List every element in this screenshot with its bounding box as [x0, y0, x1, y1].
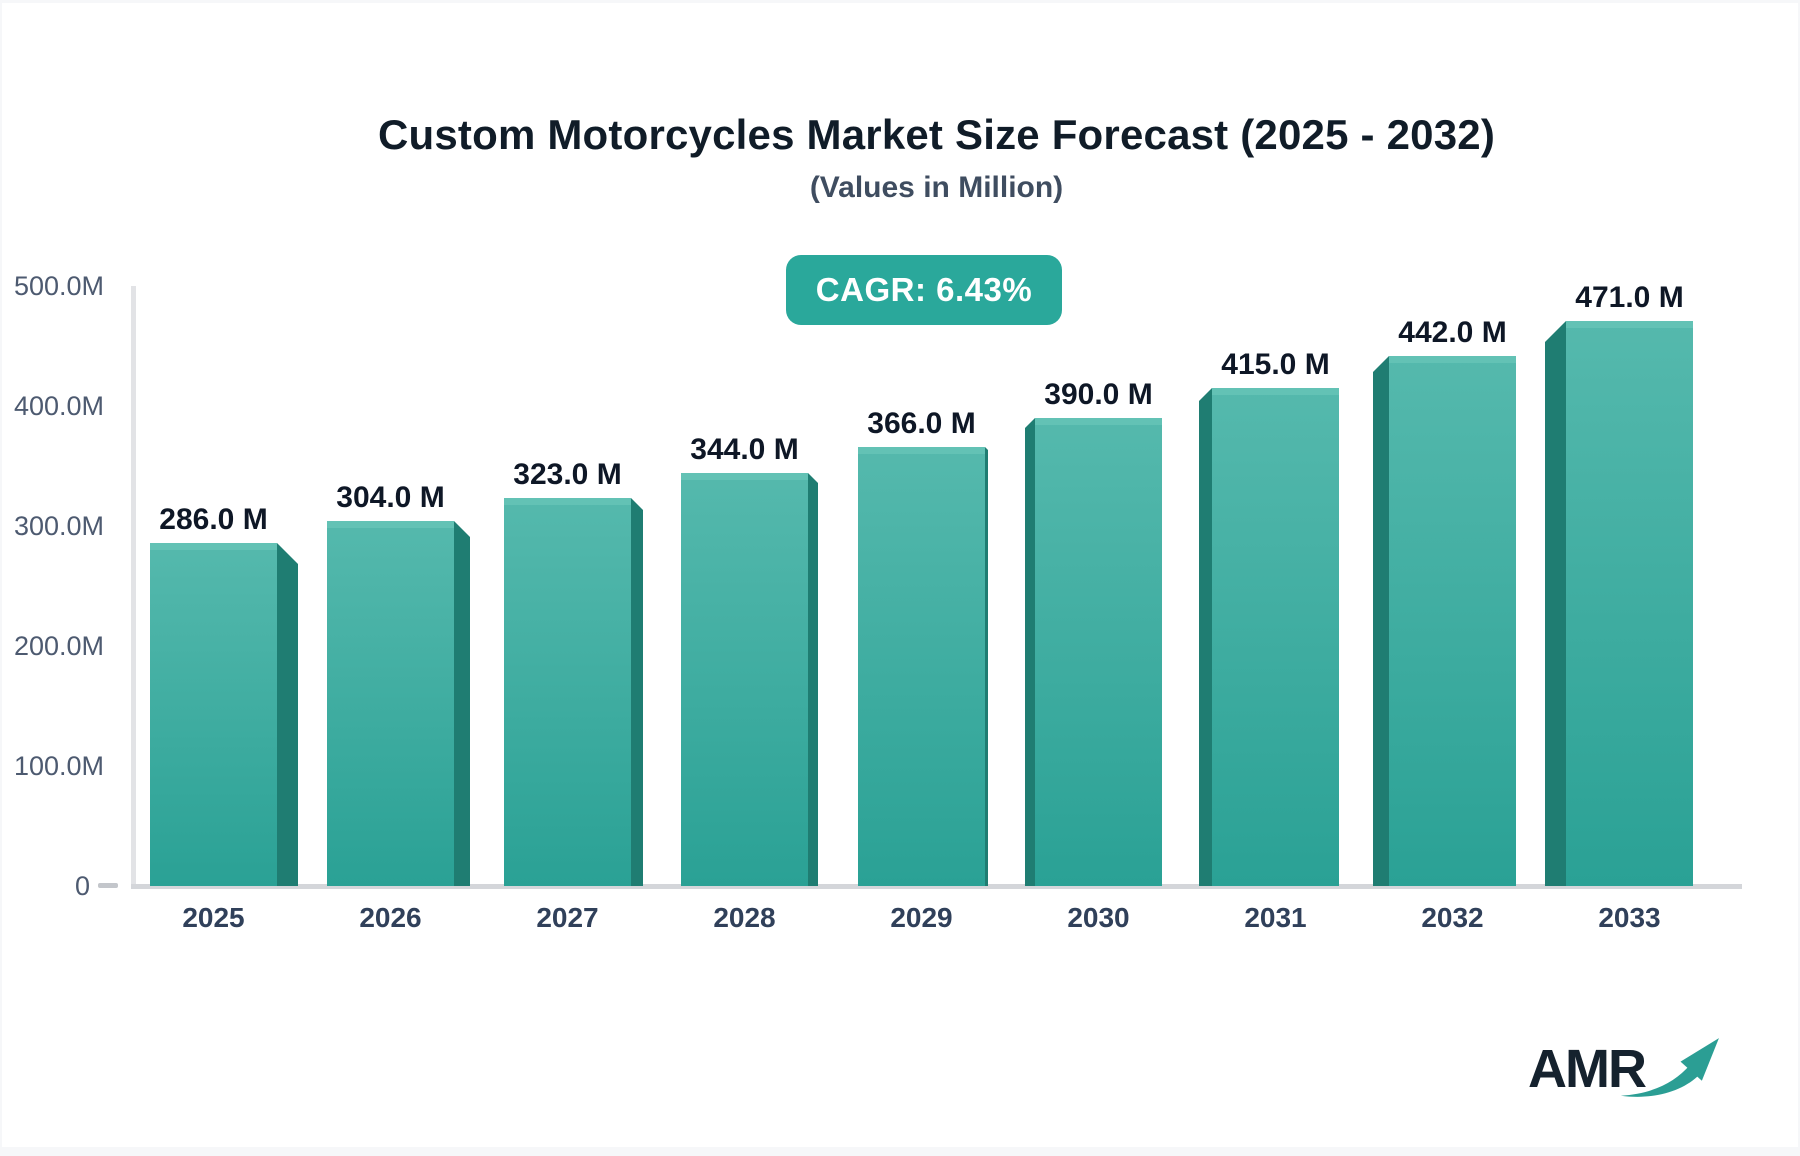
page-edge-right — [1798, 0, 1800, 1156]
bar-2029-top-edge — [858, 447, 985, 454]
bar-2030 — [1035, 418, 1162, 886]
bar-2030-side — [1025, 418, 1035, 886]
y-tick-500.0M: 500.0M — [13, 271, 104, 301]
x-tick-2029: 2029 — [890, 902, 953, 933]
zero-tick-dash — [98, 883, 118, 888]
bar-2026-top-edge — [327, 521, 454, 528]
bar-2031 — [1212, 388, 1339, 886]
y-tick-300.0M: 300.0M — [13, 511, 104, 541]
page-edge-bottom — [0, 1147, 1800, 1156]
logo-arrow-icon — [1620, 1038, 1719, 1097]
x-tick-2028: 2028 — [713, 902, 776, 933]
cagr-badge: CAGR: 6.43% — [786, 255, 1062, 325]
bar-2032 — [1389, 356, 1516, 886]
bar-2033-value-label: 471.0 M — [1575, 281, 1684, 314]
bar-2026 — [327, 521, 454, 886]
y-tick-100.0M: 100.0M — [13, 751, 104, 781]
bar-2025-side — [277, 543, 298, 886]
bar-2029 — [858, 447, 985, 886]
x-tick-2027: 2027 — [536, 902, 599, 933]
bar-2027 — [504, 498, 631, 886]
bar-2033-top-edge — [1566, 321, 1693, 328]
bar-2025-top-edge — [150, 543, 277, 550]
bar-2033-side — [1545, 321, 1566, 886]
bar-2028 — [681, 473, 808, 886]
bar-2025-value-label: 286.0 M — [159, 503, 268, 536]
bar-2031-side — [1199, 388, 1212, 886]
y-axis-line — [131, 286, 136, 889]
bar-2028-side — [808, 473, 818, 886]
bar-2027-value-label: 323.0 M — [513, 458, 622, 491]
chart-title: Custom Motorcycles Market Size Forecast … — [377, 111, 1496, 158]
bar-2030-value-label: 390.0 M — [1044, 378, 1153, 411]
y-tick-200.0M: 200.0M — [13, 631, 104, 661]
page-edge-top — [0, 0, 1800, 3]
bar-2029-side — [985, 447, 988, 886]
bar-2025 — [150, 543, 277, 886]
bar-2027-side — [631, 498, 643, 886]
bar-2031-top-edge — [1212, 388, 1339, 395]
bar-2029-value-label: 366.0 M — [867, 407, 976, 440]
bar-2033 — [1566, 321, 1693, 886]
amr-logo-text: AMR — [1528, 1039, 1647, 1099]
x-tick-2025: 2025 — [182, 902, 245, 933]
x-tick-2026: 2026 — [359, 902, 422, 933]
bar-2028-top-edge — [681, 473, 808, 480]
bar-2026-value-label: 304.0 M — [336, 481, 445, 514]
cagr-badge-label: CAGR: 6.43% — [815, 271, 1033, 308]
bar-2032-value-label: 442.0 M — [1398, 316, 1507, 349]
x-axis-line — [131, 884, 1742, 889]
x-tick-2032: 2032 — [1421, 902, 1484, 933]
y-tick-0: 0 — [74, 871, 90, 901]
x-tick-2031: 2031 — [1244, 902, 1307, 933]
x-tick-2033: 2033 — [1598, 902, 1661, 933]
bar-2032-top-edge — [1389, 356, 1516, 363]
amr-logo: AMR — [1528, 1030, 1743, 1114]
bar-2032-side — [1373, 356, 1389, 886]
chart-subtitle: (Values in Million) — [809, 171, 1064, 204]
bar-2028-value-label: 344.0 M — [690, 433, 799, 466]
bar-2031-value-label: 415.0 M — [1221, 348, 1330, 381]
bar-2027-top-edge — [504, 498, 631, 505]
x-tick-2030: 2030 — [1067, 902, 1130, 933]
y-tick-400.0M: 400.0M — [13, 391, 104, 421]
page-edge-left — [0, 0, 2, 1156]
bar-2026-side — [454, 521, 470, 886]
bar-2030-top-edge — [1035, 418, 1162, 425]
